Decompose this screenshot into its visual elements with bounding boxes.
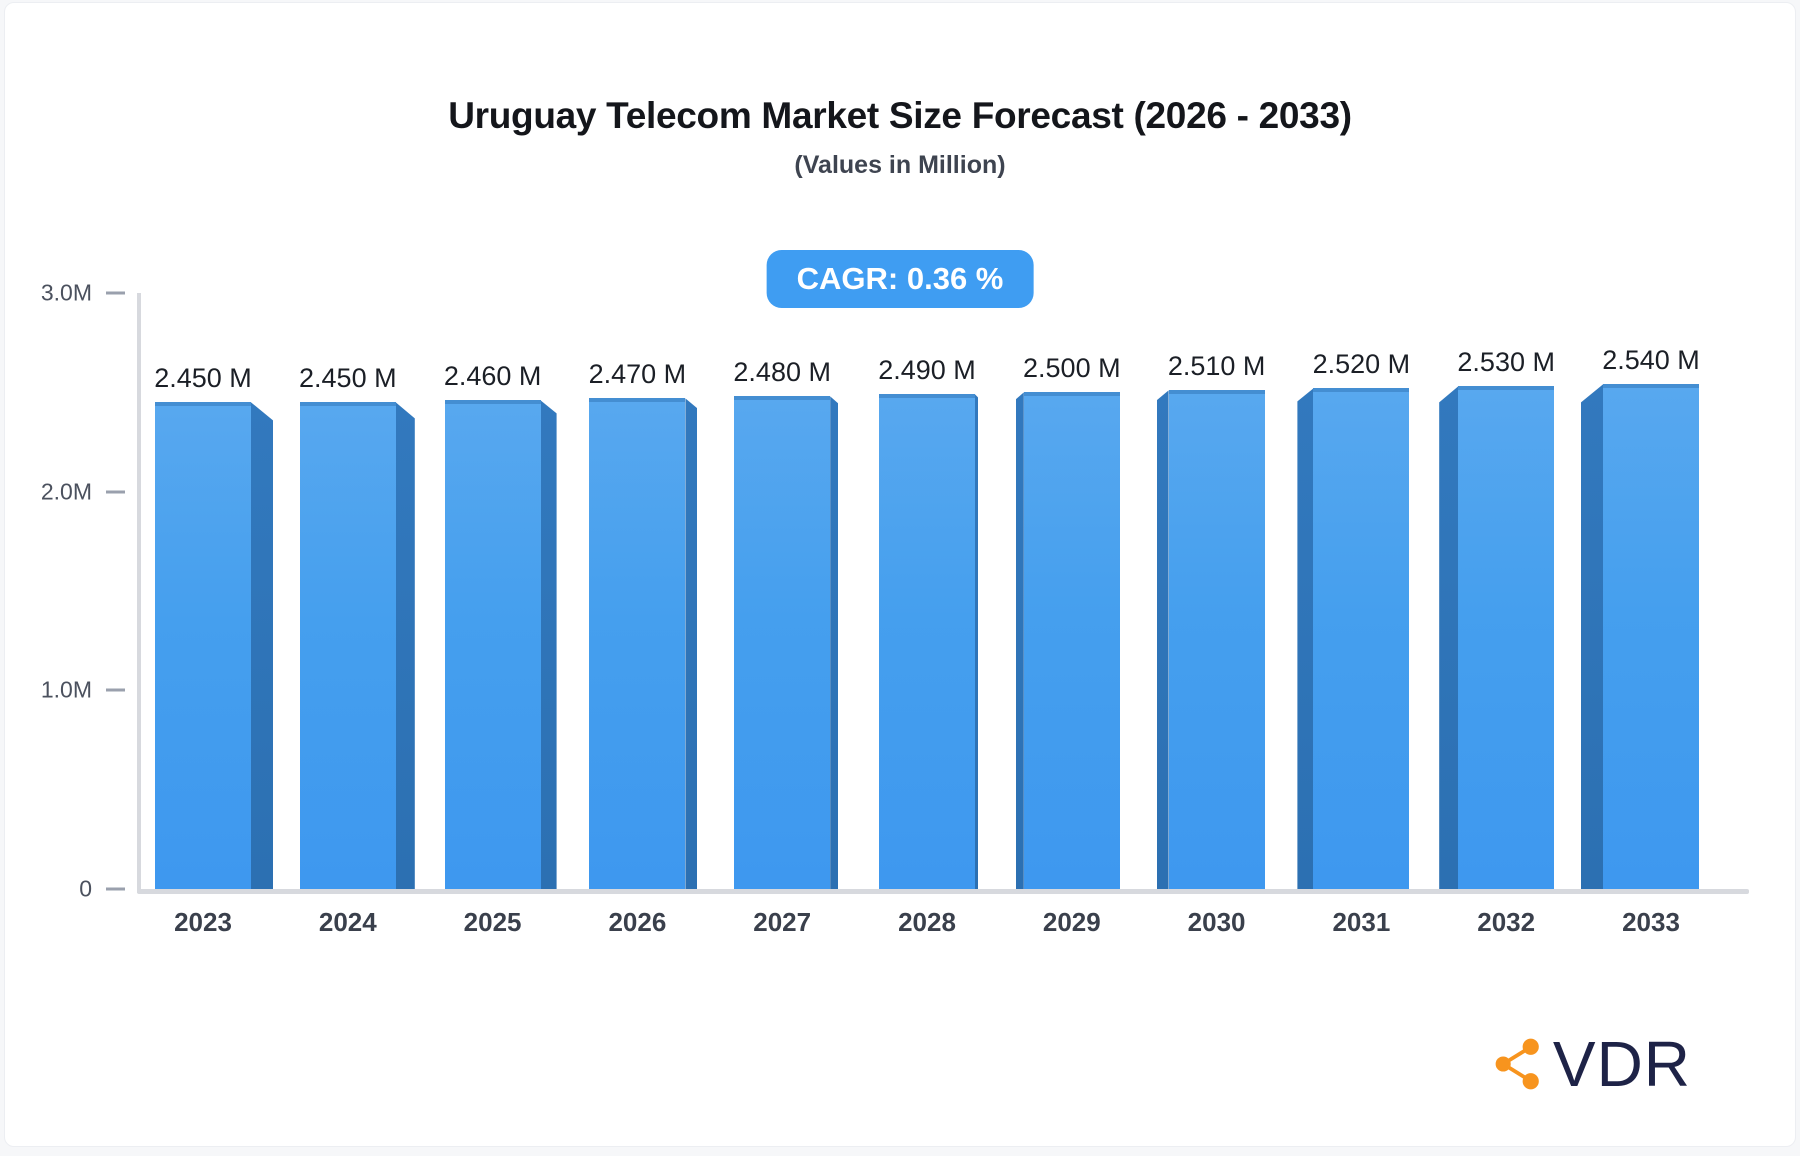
- bar-side: [1156, 390, 1169, 889]
- bar-face: [879, 394, 975, 889]
- x-axis-label: 2024: [318, 907, 377, 937]
- x-axis-baseline: [137, 889, 1749, 894]
- bar-face: [444, 400, 541, 889]
- bar-face: [1458, 386, 1555, 889]
- x-axis-label: 2025: [463, 907, 522, 937]
- bar-side: [1015, 392, 1024, 889]
- y-tick: 1.0M: [41, 677, 125, 704]
- bar-face: [734, 396, 831, 889]
- y-tick-label: 0: [79, 875, 92, 902]
- bar-value-label: 2.460 M: [443, 361, 542, 392]
- y-tick-dash: [106, 887, 125, 891]
- bar-value-label: 2.480 M: [733, 357, 831, 388]
- y-tick: 0: [79, 876, 125, 903]
- bar-side: [1581, 384, 1603, 889]
- bar-2032: [1439, 386, 1555, 889]
- y-axis-line: [137, 293, 141, 893]
- x-axis-label: 2029: [1042, 907, 1101, 937]
- bar-2024: [299, 402, 415, 889]
- cagr-badge: CAGR: 0.36 %: [766, 250, 1034, 308]
- bar-value-label: 2.470 M: [588, 359, 687, 390]
- bar-2029: [1015, 392, 1120, 889]
- bar-side: [251, 402, 273, 889]
- x-axis-label: 2030: [1187, 907, 1246, 937]
- bar-value-label: 2.540 M: [1602, 345, 1700, 376]
- y-tick-label: 3.0M: [40, 279, 92, 306]
- y-tick-label: 1.0M: [40, 676, 92, 703]
- y-tick-dash: [106, 688, 125, 692]
- bar-side: [975, 394, 978, 889]
- bar-face: [1168, 390, 1265, 889]
- y-tick-dash: [106, 490, 125, 494]
- bar-face: [1603, 384, 1699, 889]
- bar-side: [1297, 388, 1314, 889]
- bar-2026: [589, 398, 698, 889]
- bar-face: [1023, 392, 1120, 889]
- bar-face: [1313, 388, 1410, 889]
- bar-side: [830, 396, 839, 889]
- x-axis-label: 2032: [1477, 907, 1536, 937]
- bar-2025: [444, 400, 557, 889]
- bar-value-label: 2.450 M: [154, 363, 252, 394]
- brand-logo: VDR: [1494, 1032, 1691, 1096]
- brand-logo-text: VDR: [1552, 1028, 1691, 1100]
- x-axis-label: 2028: [898, 907, 956, 937]
- bar-side: [540, 400, 557, 889]
- bar-2023: [155, 402, 273, 889]
- chart-title: Uruguay Telecom Market Size Forecast (20…: [448, 95, 1352, 136]
- x-axis-label: 2033: [1622, 907, 1680, 937]
- chart-subtitle: (Values in Million): [794, 151, 1006, 179]
- y-tick: 2.0M: [41, 478, 125, 505]
- x-axis-label: 2027: [753, 907, 812, 937]
- y-tick: 3.0M: [41, 280, 125, 307]
- bar-value-label: 2.450 M: [299, 363, 397, 394]
- bar-side: [1439, 386, 1459, 889]
- x-axis-label: 2031: [1332, 907, 1391, 937]
- bar-side: [685, 398, 698, 889]
- y-tick-label: 2.0M: [40, 478, 92, 505]
- bar-2033: [1581, 384, 1699, 889]
- bar-face: [589, 398, 686, 889]
- bar-2030: [1156, 390, 1265, 889]
- x-axis-label: 2023: [174, 907, 232, 937]
- bar-value-label: 2.530 M: [1457, 347, 1555, 378]
- share-network-icon: [1495, 1038, 1539, 1090]
- bar-value-label: 2.510 M: [1167, 351, 1266, 382]
- bar-chart-plot-area: 3.0M 2.0M 1.0M 0 2.450 M 2023 2.450 M 2024 2.460…: [41, 280, 1749, 937]
- bar-2031: [1297, 388, 1410, 889]
- bar-face: [155, 402, 251, 889]
- y-tick-dash: [106, 291, 125, 295]
- chart-card: Uruguay Telecom Market Size Forecast (20…: [4, 2, 1796, 1147]
- bar-2027: [734, 396, 839, 889]
- bar-side: [395, 402, 415, 889]
- x-axis-label: 2026: [608, 907, 667, 937]
- bar-value-label: 2.520 M: [1312, 349, 1411, 380]
- bar-value-label: 2.490 M: [878, 355, 976, 386]
- bar-2028: [879, 394, 978, 889]
- bar-value-label: 2.500 M: [1023, 353, 1121, 384]
- bar-face: [299, 402, 396, 889]
